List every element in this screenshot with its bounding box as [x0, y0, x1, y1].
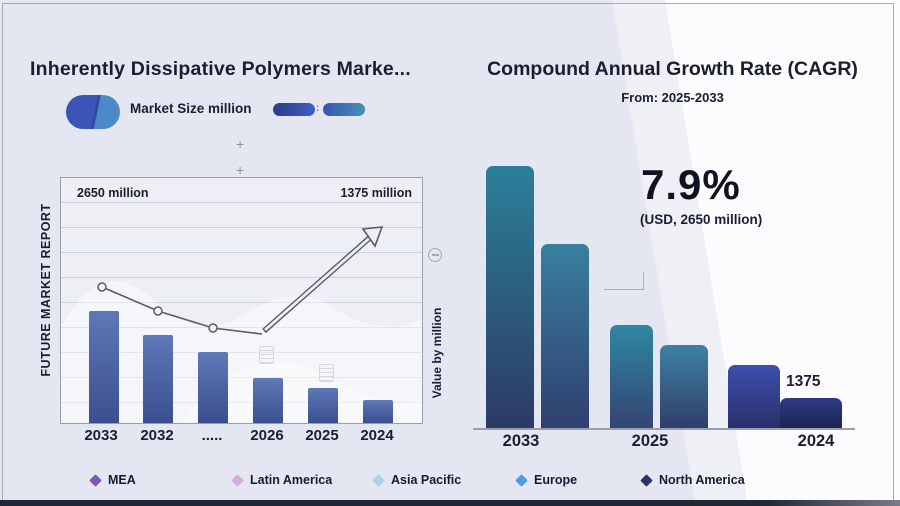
legend-label: North America: [659, 473, 745, 487]
cagr-detail: (USD, 2650 million): [640, 212, 763, 227]
bar-2033: [89, 311, 119, 423]
x-label: .....: [201, 427, 223, 444]
trend-line-arrow: [97, 226, 384, 335]
x-label: 2032: [140, 427, 174, 444]
x-label: 2026: [250, 427, 284, 444]
cagr-bar-2025-b: [660, 345, 708, 430]
legend-item-mea: MEA: [89, 472, 136, 488]
cagr-bar-2033-b: [541, 244, 589, 430]
legend-item-asia-pacific: Asia Pacific: [372, 472, 462, 488]
legend-label: MEA: [108, 473, 136, 487]
legend-diamond-icon: [372, 473, 385, 487]
legend-item-north-america: North America: [640, 472, 745, 488]
bar-2026: [253, 378, 283, 423]
bar-2025: [308, 388, 338, 423]
document-icon: [319, 364, 334, 382]
step-line-decoration: [604, 272, 644, 290]
legend-item-latin-america: Latin America: [231, 472, 333, 488]
bottom-accent-bar: [0, 500, 900, 506]
market-size-chart-panel: 2650 million 1375 million: [60, 177, 423, 424]
cagr-bar-2033-a: [486, 166, 534, 430]
plus-icon: +: [236, 136, 245, 152]
series-label: Market Size million: [130, 101, 252, 116]
annotation-end-value: 1375 million: [340, 186, 412, 200]
capsule-icon: [66, 95, 120, 129]
cagr-value: 7.9%: [641, 161, 741, 208]
legend-label: Asia Pacific: [391, 473, 462, 487]
ratio-pill-left-icon: [273, 103, 315, 116]
x-label: 2024: [797, 432, 835, 450]
plus-icon: +: [236, 162, 245, 178]
x-label: 2024: [360, 427, 394, 444]
cagr-bar-2024-a: [728, 365, 780, 430]
cagr-title: Compound Annual Growth Rate (CAGR): [487, 58, 858, 80]
legend-item-europe: Europe: [515, 472, 578, 488]
cagr-bar-2025-a: [610, 325, 653, 430]
x-label: 2033: [502, 432, 540, 450]
legend-diamond-icon: [231, 473, 244, 487]
legend-label: Europe: [534, 473, 578, 487]
minus-in-circle-icon: [428, 248, 442, 262]
cagr-subtitle: From: 2025-2033: [621, 90, 724, 105]
x-label: 2033: [84, 427, 118, 444]
x-axis-line: [473, 428, 855, 430]
bar-value-label: 1375: [786, 373, 821, 390]
bar-dots: [198, 352, 228, 423]
cagr-bar-2024-b: [780, 398, 842, 430]
ratio-separator: :: [316, 103, 320, 114]
x-label: 2025: [305, 427, 339, 444]
page-title: Inherently Dissipative Polymers Marke...: [30, 58, 411, 80]
bar-2032: [143, 335, 173, 423]
watermark-vertical-label: FUTURE MARKET REPORT: [39, 203, 53, 377]
y-axis-label: Value by million: [430, 307, 444, 399]
legend-label: Latin America: [250, 473, 333, 487]
legend-diamond-icon: [515, 473, 528, 487]
bar-2024: [363, 400, 393, 423]
legend-diamond-icon: [89, 473, 102, 487]
legend-diamond-icon: [640, 473, 653, 487]
document-icon: [259, 346, 274, 364]
annotation-start-value: 2650 million: [77, 186, 149, 200]
x-label: 2025: [631, 432, 669, 450]
ratio-pill-right-icon: [323, 103, 365, 116]
